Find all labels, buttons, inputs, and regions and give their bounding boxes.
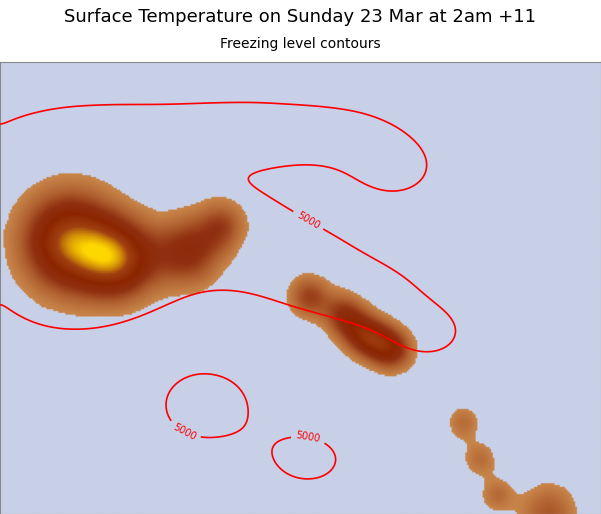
Text: 5000: 5000 <box>295 431 321 445</box>
Text: 5000: 5000 <box>171 421 198 442</box>
Text: Surface Temperature on Sunday 23 Mar at 2am +11: Surface Temperature on Sunday 23 Mar at … <box>64 8 537 26</box>
Text: Freezing level contours: Freezing level contours <box>220 38 381 51</box>
Text: 5000: 5000 <box>295 210 322 231</box>
